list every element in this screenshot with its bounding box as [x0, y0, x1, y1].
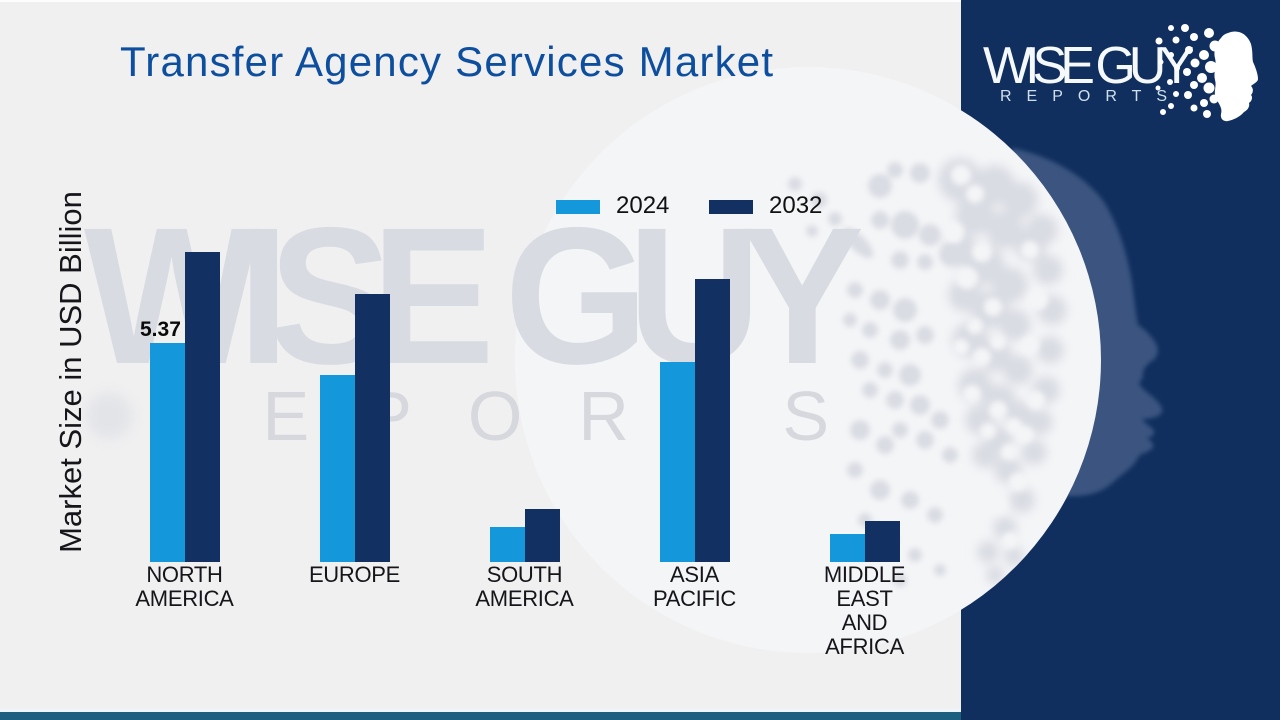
svg-text:WISE GUY: WISE GUY: [983, 37, 1193, 95]
svg-text:REPORTS: REPORTS: [1000, 88, 1182, 105]
